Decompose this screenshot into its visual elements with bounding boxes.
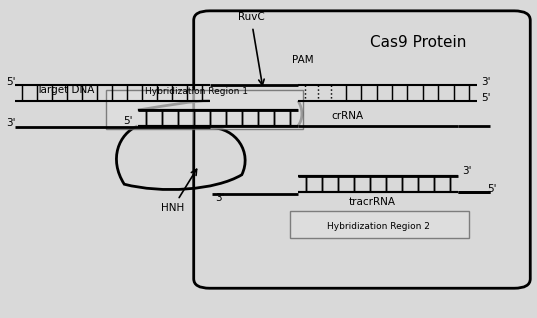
Text: 5': 5' <box>481 93 491 102</box>
Text: 5': 5' <box>123 116 132 126</box>
Text: crRNA: crRNA <box>331 111 364 121</box>
FancyBboxPatch shape <box>106 90 303 129</box>
Text: Hybridization Region 2: Hybridization Region 2 <box>326 222 430 231</box>
Text: Target DNA: Target DNA <box>37 85 95 95</box>
Text: RuvC: RuvC <box>238 11 265 22</box>
Text: 3': 3' <box>215 193 224 204</box>
Text: 5': 5' <box>6 77 16 87</box>
Text: Hybridization Region 1: Hybridization Region 1 <box>145 87 248 96</box>
Text: 3': 3' <box>462 166 471 176</box>
Text: 3': 3' <box>481 77 491 87</box>
Text: 3': 3' <box>6 118 16 128</box>
Text: tracrRNA: tracrRNA <box>349 197 396 207</box>
Text: HNH: HNH <box>161 203 184 213</box>
Text: 5': 5' <box>488 184 497 194</box>
FancyBboxPatch shape <box>290 211 469 238</box>
Text: PAM: PAM <box>293 55 314 65</box>
Text: Cas9 Protein: Cas9 Protein <box>370 35 466 50</box>
